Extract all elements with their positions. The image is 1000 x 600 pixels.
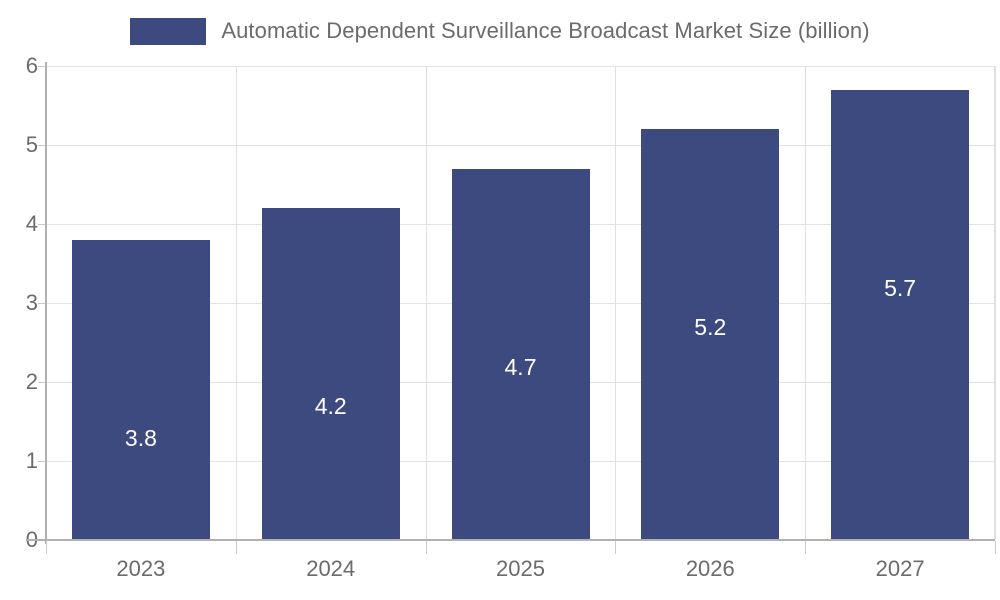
y-axis-tick-label: 4 [25, 211, 38, 236]
gridline-vertical [805, 66, 806, 540]
bar-value-label: 3.8 [124, 424, 157, 451]
y-axis-tick-label: 3 [25, 290, 38, 315]
gridline-horizontal [46, 66, 995, 67]
plot-right-border [994, 66, 995, 540]
gridline-vertical [236, 66, 237, 540]
x-axis-tick-label: 2026 [685, 556, 735, 581]
bar[interactable] [261, 208, 400, 540]
bar[interactable] [71, 239, 210, 540]
y-axis-tick-mark [38, 461, 46, 462]
plot-area: 3.8 4.2 4.7 5.2 5.7 [46, 66, 996, 541]
bar-value-label: 4.7 [504, 353, 537, 380]
y-axis-tick-mark [38, 145, 46, 146]
x-axis-tick-label: 2027 [875, 556, 925, 581]
y-axis-tick-mark [38, 303, 46, 304]
x-axis-tick-label: 2023 [116, 556, 166, 581]
y-axis-tick-label: 1 [25, 448, 38, 473]
legend-item-market-size[interactable]: Automatic Dependent Surveillance Broadca… [130, 17, 870, 45]
x-axis-tick-mark [995, 541, 996, 554]
bar[interactable] [831, 89, 970, 540]
bar[interactable] [451, 168, 590, 540]
y-axis-tick-mark [38, 224, 46, 225]
y-axis-tick-label: 2 [25, 369, 38, 394]
gridline-vertical [615, 66, 616, 540]
bar-value-label: 5.2 [694, 314, 727, 341]
x-axis-tick-mark [236, 541, 237, 554]
x-axis-tick-label: 2025 [496, 556, 545, 581]
x-axis-line [26, 539, 995, 541]
gridline-vertical [426, 66, 427, 540]
legend-color-swatch-icon [130, 17, 207, 45]
x-axis-tick-mark [46, 541, 47, 554]
y-axis-tick-label: 5 [25, 132, 38, 157]
y-axis-tick-mark [38, 66, 46, 67]
bar-value-label: 5.7 [884, 274, 917, 301]
y-axis-tick-mark [38, 382, 46, 383]
x-axis-tick-mark [426, 541, 427, 554]
bar-value-label: 4.2 [314, 393, 347, 420]
y-axis-line [45, 62, 47, 544]
y-axis-tick-label: 6 [25, 53, 38, 78]
bar[interactable] [641, 129, 780, 540]
gridline-horizontal [46, 145, 995, 146]
chart-legend: Automatic Dependent Surveillance Broadca… [0, 0, 1000, 62]
x-axis-tick-mark [805, 541, 806, 554]
legend-label: Automatic Dependent Surveillance Broadca… [221, 18, 870, 43]
x-axis-tick-label: 2024 [306, 556, 356, 581]
x-axis-tick-mark [615, 541, 616, 554]
gridline-vertical [995, 66, 996, 540]
